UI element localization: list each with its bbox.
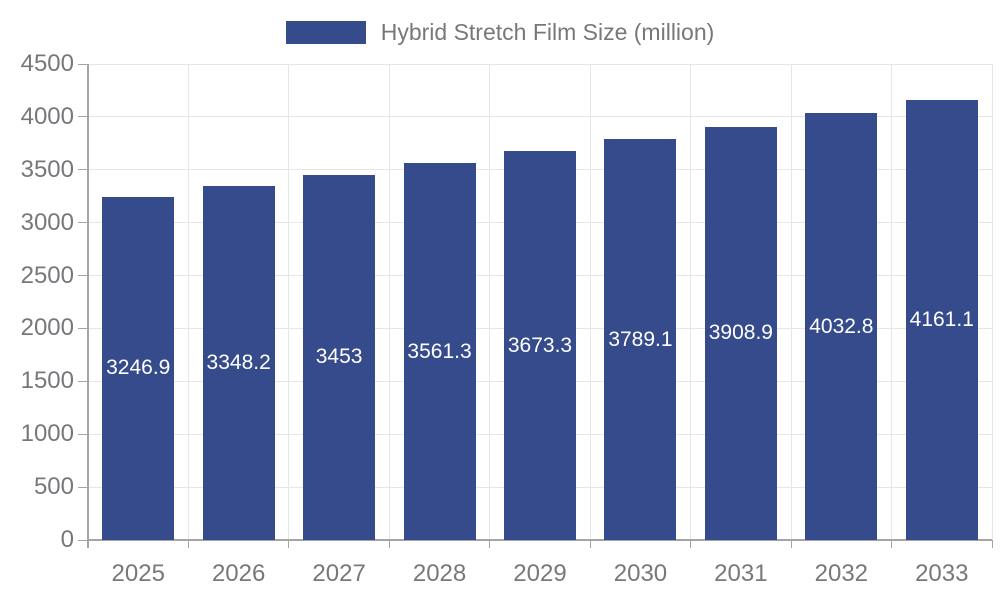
y-axis-tick-label: 0 [60, 526, 74, 553]
y-tick-mark [78, 380, 88, 382]
bar-2033[interactable] [906, 99, 978, 540]
bar-value-label: 3561.3 [407, 339, 472, 363]
y-gridline [88, 63, 992, 65]
bar-value-label: 3789.1 [608, 327, 673, 351]
bar-2030[interactable] [604, 139, 676, 540]
x-tick-mark [589, 540, 591, 548]
bar-2031[interactable] [705, 126, 777, 540]
x-gridline [187, 64, 189, 540]
bar-value-label: 3348.2 [206, 350, 271, 374]
bar-2032[interactable] [805, 113, 877, 540]
x-tick-mark [891, 540, 893, 548]
y-axis-tick-label: 4000 [20, 102, 74, 130]
y-tick-mark [78, 275, 88, 277]
x-tick-mark [690, 540, 692, 548]
y-axis-tick-label: 3500 [20, 155, 74, 183]
x-axis-tick-label: 2030 [613, 560, 668, 587]
x-gridline [690, 64, 692, 540]
y-axis-tick-label: 1000 [20, 420, 74, 448]
x-gridline [288, 64, 290, 540]
x-axis-tick-label: 2026 [211, 560, 266, 587]
x-tick-mark [790, 540, 792, 548]
legend[interactable]: Hybrid Stretch Film Size (million) [0, 19, 1000, 45]
x-axis-tick-label: 2029 [513, 560, 567, 587]
y-tick-mark [78, 486, 88, 488]
y-gridline [88, 116, 992, 118]
bar-2026[interactable] [203, 185, 275, 540]
bar-value-label: 3453 [315, 345, 363, 369]
y-tick-mark [78, 433, 88, 435]
y-tick-mark [78, 63, 88, 65]
x-axis-line [87, 539, 992, 541]
x-gridline [589, 64, 591, 540]
x-tick-mark [187, 540, 189, 548]
legend-label: Hybrid Stretch Film Size (million) [380, 18, 715, 45]
bar-2025[interactable] [102, 196, 174, 540]
x-gridline [790, 64, 792, 540]
x-axis-tick-label: 2028 [412, 560, 467, 587]
x-axis-tick-label: 2032 [814, 560, 869, 587]
x-axis-tick-label: 2033 [915, 560, 969, 587]
y-tick-mark [78, 169, 88, 171]
y-tick-mark [78, 327, 88, 329]
bar-value-label: 3673.3 [507, 333, 573, 357]
y-tick-mark [78, 222, 88, 224]
y-tick-mark [78, 116, 88, 118]
bar-2029[interactable] [504, 151, 576, 540]
y-tick-mark [78, 539, 88, 541]
bar-value-label: 4032.8 [809, 314, 874, 338]
x-axis-tick-label: 2027 [312, 560, 366, 587]
y-axis-tick-label: 4500 [20, 50, 74, 77]
y-axis-tick-label: 3000 [20, 208, 74, 236]
legend-swatch [285, 20, 366, 44]
x-axis-tick-label: 2031 [714, 560, 768, 587]
y-axis-line [87, 64, 89, 548]
x-gridline [891, 64, 893, 540]
bar-2027[interactable] [303, 174, 375, 540]
x-gridline [388, 64, 390, 540]
x-tick-mark [388, 540, 390, 548]
bar-value-label: 4161.1 [909, 307, 974, 331]
x-gridline [489, 64, 491, 540]
y-axis-tick-label: 2000 [20, 314, 74, 342]
bar-value-label: 3246.9 [106, 356, 171, 380]
x-axis-tick-label: 2025 [111, 560, 165, 587]
x-tick-mark [288, 540, 290, 548]
y-axis-tick-label: 2500 [20, 261, 74, 289]
y-axis-tick-label: 1500 [20, 367, 74, 395]
x-tick-mark [489, 540, 491, 548]
y-axis-tick-label: 500 [33, 473, 74, 501]
x-gridline [991, 64, 993, 540]
bar-2028[interactable] [404, 163, 476, 540]
x-tick-mark [991, 540, 993, 548]
bar-value-label: 3908.9 [708, 321, 773, 345]
